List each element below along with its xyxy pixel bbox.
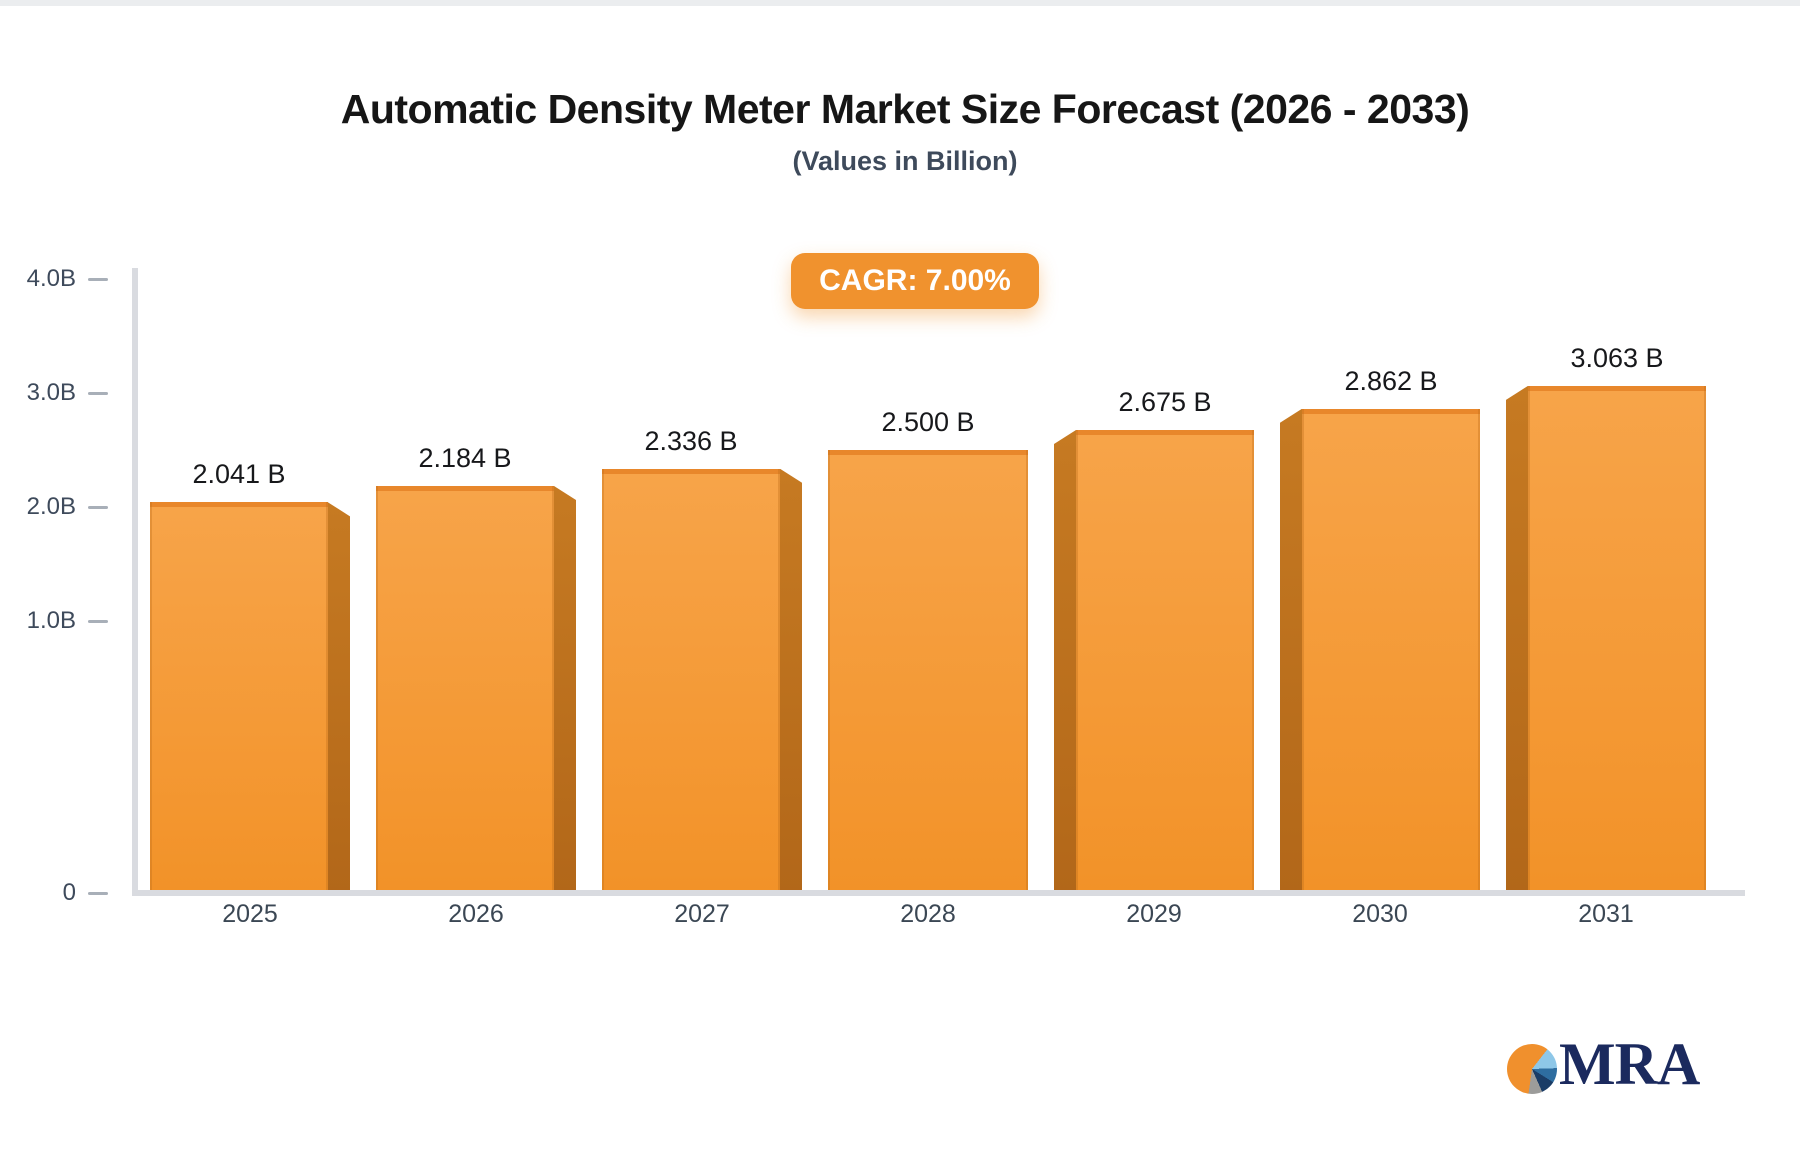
bar [150,502,350,894]
bar-front-face [150,502,328,894]
page-top-edge [0,0,1800,6]
cagr-badge: CAGR: 7.00% [791,253,1039,309]
bar-front-face [1076,430,1254,894]
pie-chart-icon [1507,1044,1557,1094]
bar-side-face [554,486,576,894]
bar-value-label: 3.063 B [1570,342,1664,373]
x-tick-label: 2029 [1126,900,1182,928]
bar [376,486,576,894]
y-tick-label: 1.0B [26,607,76,634]
bar-value-label: 2.184 B [418,443,512,474]
bar-front-face [602,468,780,894]
y-tick-dash [88,892,108,895]
bar-side-face [1280,408,1302,894]
bar-side-face [328,502,350,894]
y-tick-dash [88,620,108,623]
y-tick-dash [88,278,108,281]
bar-value-label: 2.336 B [644,425,738,456]
bar [1506,385,1706,894]
x-tick-label: 2025 [222,900,278,928]
bar [1054,430,1254,894]
bar-value-label: 2.862 B [1344,365,1438,396]
y-tick-dash [88,506,108,509]
x-axis-line [132,890,1745,896]
bar-value-label: 2.041 B [192,459,286,490]
y-tick-label: 3.0B [26,379,76,406]
bar-value-label: 2.675 B [1118,387,1212,418]
bar [602,468,802,894]
bar-side-face [1506,385,1528,894]
bar [828,450,1028,894]
x-tick-label: 2028 [900,900,956,928]
bar-front-face [828,450,1028,894]
y-axis-line [132,268,138,894]
bar-front-face [376,486,554,894]
bar-value-label: 2.500 B [881,407,975,437]
bar-side-face [780,468,802,894]
y-tick-label: 0 [62,879,76,906]
bar-front-face [1302,408,1480,894]
y-tick-label: 2.0B [26,493,76,520]
bar-side-face [1054,430,1076,894]
x-tick-label: 2027 [674,900,730,928]
brand-name: MRA [1559,1031,1700,1097]
bar [1280,408,1480,894]
x-tick-label: 2026 [448,900,504,928]
y-tick-label: 4.0B [26,265,76,292]
chart-subtitle: (Values in Billion) [792,146,1018,176]
x-tick-label: 2031 [1578,900,1634,928]
bar-front-face [1528,385,1706,894]
chart-title: Automatic Density Meter Market Size Fore… [340,86,1470,132]
y-tick-dash [88,392,108,395]
x-tick-label: 2030 [1352,900,1408,928]
